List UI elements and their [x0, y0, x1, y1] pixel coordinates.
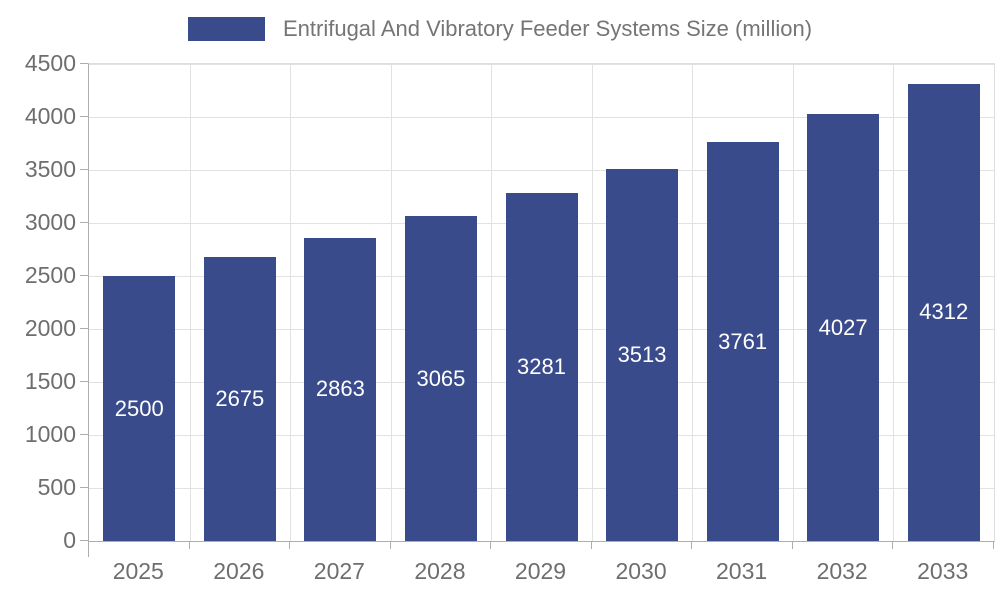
- gridline-vertical: [390, 64, 392, 541]
- bar-value-label: 4027: [818, 314, 868, 340]
- x-tick-label: 2031: [716, 558, 768, 584]
- bar-value-label: 2863: [315, 376, 365, 402]
- y-tick-label: 4000: [24, 103, 76, 129]
- y-axis-tick: [80, 381, 88, 382]
- gridline-vertical: [491, 64, 493, 541]
- plot-area: 2500 2675 2863 3065 3281 3513 3761 4027 4312: [88, 63, 995, 542]
- y-axis-tick: [80, 275, 88, 276]
- x-axis-tick: [490, 541, 492, 549]
- x-tick-label: 2033: [917, 558, 969, 584]
- y-tick-label: 4500: [24, 50, 76, 76]
- gridline-vertical: [692, 64, 694, 541]
- gridline-vertical: [792, 64, 794, 541]
- gridline-vertical: [591, 64, 593, 541]
- bar-value-label: 4312: [919, 299, 969, 325]
- y-axis-tick: [80, 487, 88, 488]
- y-tick-label: 1000: [24, 421, 76, 447]
- gridline-horizontal: [89, 117, 994, 118]
- bar-2030[interactable]: 3513: [606, 168, 679, 541]
- y-axis-tick: [80, 434, 88, 435]
- gridline-horizontal: [89, 64, 994, 65]
- x-axis-tick: [590, 541, 592, 549]
- x-axis-tick: [691, 541, 693, 549]
- bar-2029[interactable]: 3281: [505, 193, 578, 541]
- x-tick-label: 2029: [514, 558, 567, 584]
- y-axis-tick: [80, 222, 88, 223]
- x-tick-label: 2026: [213, 558, 265, 584]
- y-tick-label: 2500: [24, 262, 76, 288]
- bar-2028[interactable]: 3065: [404, 216, 477, 541]
- legend-swatch: [187, 17, 265, 41]
- x-axis-tick: [188, 541, 190, 549]
- x-tick-label: 2032: [816, 558, 868, 584]
- y-axis-tick: [80, 116, 88, 117]
- gridline-vertical: [189, 64, 191, 541]
- x-tick-label: 2027: [313, 558, 365, 584]
- bar-2033[interactable]: 4312: [907, 83, 980, 541]
- x-axis-tick: [993, 541, 994, 549]
- bar-value-label: 2500: [114, 395, 164, 421]
- y-axis-tick: [80, 169, 88, 170]
- bar-2032[interactable]: 4027: [807, 114, 880, 541]
- y-tick-label: 0: [63, 527, 76, 553]
- bar-value-label: 3761: [718, 328, 768, 354]
- bar-value-label: 3065: [416, 365, 466, 391]
- bar-2025[interactable]: 2500: [103, 276, 176, 541]
- x-tick-label: 2030: [615, 558, 667, 584]
- y-axis-tick: [80, 63, 88, 64]
- bar-2027[interactable]: 2863: [304, 237, 377, 541]
- legend-label: Entrifugal And Vibratory Feeder Systems …: [282, 16, 813, 41]
- gridline-vertical: [290, 64, 292, 541]
- y-axis-tick: [80, 540, 88, 541]
- bar-value-label: 3281: [517, 354, 566, 380]
- bar-value-label: 2675: [215, 386, 265, 412]
- x-axis-tick: [289, 541, 291, 549]
- x-tick-label: 2025: [112, 558, 164, 584]
- y-tick-label: 1500: [24, 368, 76, 394]
- x-axis-tick: [88, 541, 89, 557]
- bar-2031[interactable]: 3761: [706, 142, 779, 541]
- x-axis-tick: [791, 541, 793, 549]
- x-axis-tick: [892, 541, 894, 549]
- bar-value-label: 3513: [617, 341, 667, 367]
- x-tick-label: 2028: [414, 558, 466, 584]
- y-tick-label: 3500: [24, 156, 76, 182]
- y-axis-tick: [80, 328, 88, 329]
- legend[interactable]: Entrifugal And Vibratory Feeder Systems …: [0, 14, 1000, 44]
- gridline-vertical: [893, 64, 895, 541]
- y-tick-label: 500: [37, 474, 76, 500]
- bar-2026[interactable]: 2675: [203, 257, 276, 541]
- x-axis-tick: [389, 541, 391, 549]
- y-tick-label: 3000: [24, 209, 76, 235]
- gridline-horizontal: [89, 170, 994, 171]
- y-tick-label: 2000: [24, 315, 76, 341]
